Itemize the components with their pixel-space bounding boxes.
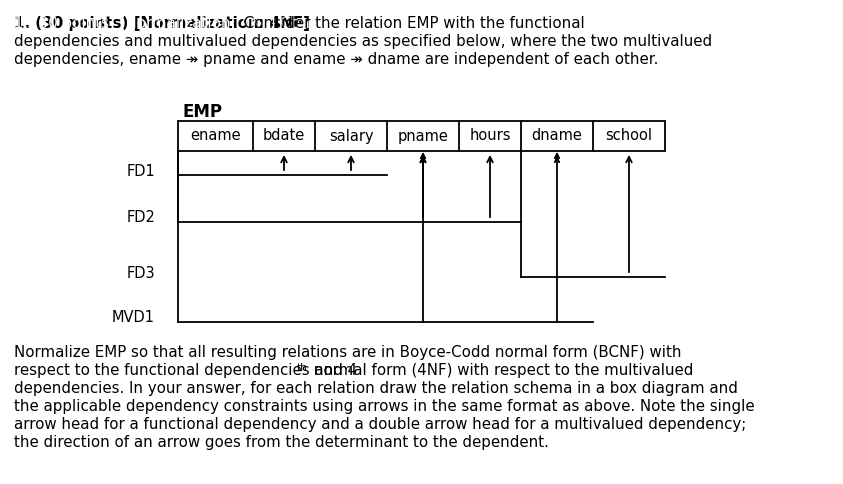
Text: dependencies, ename ↠ pname and ename ↠ dname are independent of each other.: dependencies, ename ↠ pname and ename ↠ … bbox=[14, 52, 658, 67]
Text: dependencies. In your answer, for each relation draw the relation schema in a bo: dependencies. In your answer, for each r… bbox=[14, 381, 738, 396]
Text: dependencies and multivalued dependencies as specified below, where the two mult: dependencies and multivalued dependencie… bbox=[14, 34, 712, 49]
Bar bbox=[178, 121, 665, 151]
Text: dname: dname bbox=[532, 128, 583, 143]
Text: the applicable dependency constraints using arrows in the same format as above. : the applicable dependency constraints us… bbox=[14, 399, 754, 414]
Text: bdate: bdate bbox=[263, 128, 305, 143]
Text: FD1: FD1 bbox=[126, 164, 155, 179]
Text: the direction of an arrow goes from the determinant to the dependent.: the direction of an arrow goes from the … bbox=[14, 435, 549, 450]
Text: Normalize EMP so that all resulting relations are in Boyce-Codd normal form (BCN: Normalize EMP so that all resulting rela… bbox=[14, 345, 681, 360]
Text: salary: salary bbox=[329, 128, 373, 143]
Text: pname: pname bbox=[398, 128, 448, 143]
Text: FD3: FD3 bbox=[126, 266, 155, 281]
Text: 1. (30 points) [Normalization: 4NF]: 1. (30 points) [Normalization: 4NF] bbox=[14, 16, 310, 31]
Text: 1. (30 points) [Normalization: 4NF] Consider the relation EMP with the functiona: 1. (30 points) [Normalization: 4NF] Cons… bbox=[14, 16, 621, 31]
Text: hours: hours bbox=[470, 128, 511, 143]
Text: FD2: FD2 bbox=[126, 211, 155, 226]
Text: th: th bbox=[297, 363, 308, 373]
Text: Consider the relation EMP with the functional: Consider the relation EMP with the funct… bbox=[239, 16, 585, 31]
Text: MVD1: MVD1 bbox=[112, 311, 155, 326]
Text: arrow head for a functional dependency and a double arrow head for a multivalued: arrow head for a functional dependency a… bbox=[14, 417, 746, 432]
Text: normal form (4NF) with respect to the multivalued: normal form (4NF) with respect to the mu… bbox=[309, 363, 694, 378]
Text: EMP: EMP bbox=[183, 103, 223, 121]
Text: school: school bbox=[605, 128, 652, 143]
Text: respect to the functional dependencies and 4: respect to the functional dependencies a… bbox=[14, 363, 357, 378]
Text: ename: ename bbox=[191, 128, 241, 143]
